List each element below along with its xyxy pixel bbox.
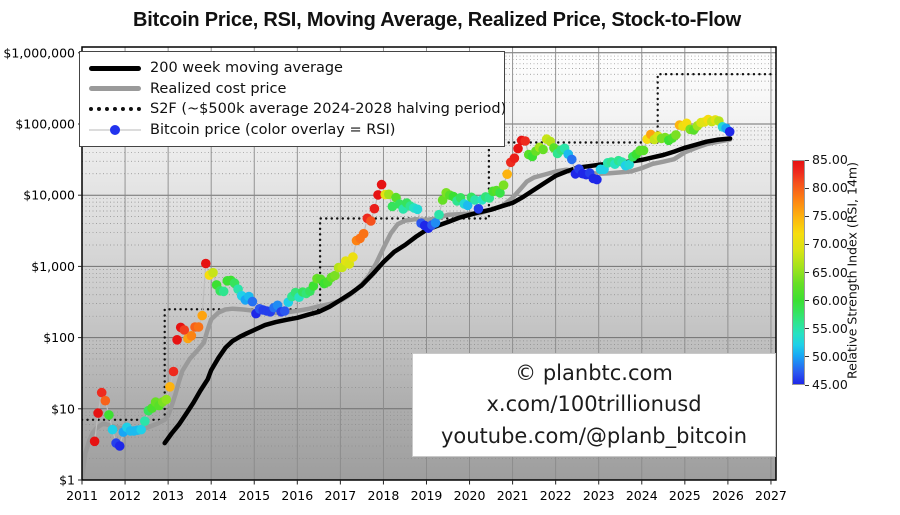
colorbar-tick-label: 75.00: [812, 208, 848, 224]
watermark-line-1: © planbtc.com: [515, 361, 673, 386]
colorbar-tick: [805, 356, 809, 358]
legend-label: Realized cost price: [150, 80, 287, 97]
colorbar-tick-label: 80.00: [812, 180, 848, 196]
colorbar-tick-label: 70.00: [812, 236, 848, 252]
watermark-line-3: youtube.com/@planb_bitcoin: [440, 423, 748, 448]
x-tick-label: 2019: [411, 488, 443, 503]
colorbar-tick: [805, 187, 809, 189]
y-tick-label: $10: [51, 401, 75, 416]
y-tick-label: $1: [59, 473, 75, 488]
colorbar-tick-label: 50.00: [812, 348, 848, 364]
btc-price-dots: [89, 114, 735, 451]
plot-frame: [81, 46, 777, 481]
legend-item-s2f: S2F (~$500k average 2024-2028 halving pe…: [89, 99, 506, 120]
gray-line-icon: [89, 86, 141, 92]
x-tick-label: 2025: [669, 488, 701, 503]
legend-label: S2F (~$500k average 2024-2028 halving pe…: [150, 101, 507, 118]
colorbar-tick-label: 85.00: [812, 152, 848, 167]
legend-item-moving-average: 200 week moving average: [89, 58, 494, 79]
rsi-colorbar-axis-label: Relative Strength Index (RSI, 14m): [844, 162, 860, 379]
y-tick-label: $10,000: [23, 188, 75, 203]
y-tick-label: $1,000,000: [3, 45, 75, 60]
colorbar-tick-label: 60.00: [812, 292, 848, 308]
colorbar-tick: [805, 300, 809, 302]
black-line-icon: [89, 65, 141, 71]
y-tick-label: $1,000: [31, 259, 75, 274]
x-tick-label: 2022: [540, 488, 572, 503]
y-tick-label: $100: [43, 330, 75, 345]
watermark-line-2: x.com/100trillionusd: [486, 392, 702, 417]
x-tick-label: 2021: [497, 488, 529, 503]
dotted-line-icon: [89, 107, 141, 112]
rsi-colorbar: [792, 160, 805, 385]
x-tick-label: 2027: [755, 488, 787, 503]
x-tick-label: 2020: [454, 488, 486, 503]
x-tick-label: 2023: [583, 488, 615, 503]
colorbar-tick: [805, 159, 809, 161]
x-tick-label: 2012: [109, 488, 141, 503]
x-tick-label: 2018: [368, 488, 400, 503]
blue-dot-marker-icon: [89, 124, 141, 135]
x-tick-label: 2017: [324, 488, 356, 503]
x-tick-label: 2011: [66, 488, 98, 503]
legend-label: 200 week moving average: [150, 60, 343, 77]
colorbar-tick-label: 55.00: [812, 320, 848, 336]
colorbar-tick: [805, 384, 809, 386]
chart-title: Bitcoin Price, RSI, Moving Average, Real…: [133, 9, 741, 31]
colorbar-tick-label: 65.00: [812, 264, 848, 280]
x-tick-label: 2013: [152, 488, 184, 503]
colorbar-tick: [805, 328, 809, 330]
y-tick-label: $100,000: [15, 117, 75, 132]
y-axis-labels: $1 $10 $100 $1,000 $10,000 $100,000 $1,000,000: [3, 45, 82, 488]
legend-label: Bitcoin price (color overlay = RSI): [150, 121, 396, 138]
x-tick-label: 2024: [626, 488, 658, 503]
legend-item-bitcoin-price: Bitcoin price (color overlay = RSI): [89, 120, 494, 141]
colorbar-tick-label: 45.00: [812, 377, 848, 392]
x-axis-labels: 2011 2012 2013 2014 2015 2016 2017 2018 2019 2020…: [66, 480, 787, 503]
legend-box: 200 week moving average Realized cost pr…: [79, 51, 506, 147]
watermark-box: © planbtc.com x.com/100trillionusd youtu…: [412, 353, 776, 457]
x-tick-label: 2015: [238, 488, 270, 503]
x-tick-label: 2016: [281, 488, 313, 503]
colorbar-tick: [805, 272, 809, 273]
x-tick-label: 2014: [195, 488, 227, 503]
colorbar-tick: [805, 243, 809, 245]
legend-item-realized-price: Realized cost price: [89, 79, 494, 100]
colorbar-tick: [805, 215, 809, 217]
x-tick-label: 2026: [712, 488, 744, 503]
